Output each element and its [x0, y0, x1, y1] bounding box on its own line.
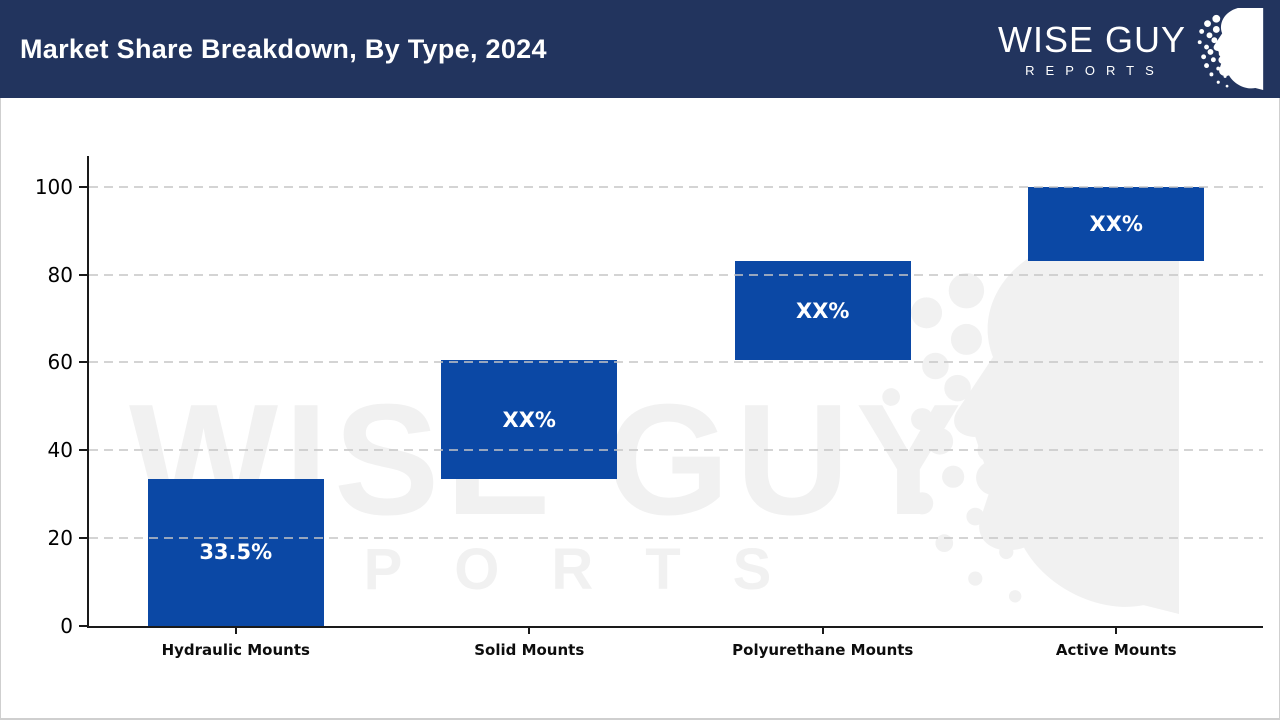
logo-wordmark: WISE GUY — [997, 18, 1186, 60]
bar-value-label: XX% — [796, 298, 850, 323]
y-tick-label: 20 — [47, 526, 73, 551]
y-axis — [87, 156, 89, 626]
wise-guy-logo: WISE GUY REPORTS — [998, 8, 1266, 90]
x-tick-mark — [234, 626, 237, 634]
gridline — [89, 449, 1263, 452]
y-tick-label: 80 — [47, 262, 73, 287]
gridline — [89, 537, 1263, 540]
gridline — [89, 273, 1263, 276]
bar-value-label: XX% — [1089, 212, 1143, 237]
header-bar: Market Share Breakdown, By Type, 2024 WI… — [0, 0, 1280, 98]
plot-area: 0 20 40 60 80 100 33.5% Hydraulic Mounts XX% Soli… — [35, 156, 1263, 659]
chart-area: WISE GUY REPORTS 0 20 40 60 80 100 33.5% Hydrau… — [0, 98, 1280, 720]
y-tick-mark — [79, 625, 87, 627]
x-tick-label: Hydraulic Mounts — [161, 641, 310, 659]
y-tick-mark — [79, 537, 87, 540]
gridline — [89, 185, 1263, 188]
y-tick-label: 60 — [47, 350, 73, 375]
y-tick-mark — [79, 361, 87, 364]
bar-value-label: XX% — [502, 407, 556, 432]
x-tick-mark — [528, 626, 531, 634]
x-axis — [87, 626, 1263, 628]
gridline — [89, 361, 1263, 364]
bar-3: XX% — [734, 261, 911, 361]
logo-face-icon — [1197, 8, 1264, 90]
logo-text: WISE GUY REPORTS — [997, 18, 1186, 78]
page-title: Market Share Breakdown, By Type, 2024 — [20, 33, 547, 64]
y-tick-mark — [79, 273, 87, 276]
bar-4: XX% — [1028, 186, 1205, 262]
logo-subtitle: REPORTS — [1025, 62, 1165, 78]
x-tick-label: Polyurethane Mounts — [732, 641, 914, 659]
x-tick-label: Solid Mounts — [474, 641, 585, 659]
y-tick-label: 0 — [60, 614, 73, 638]
x-tick-mark — [1115, 626, 1118, 634]
bar-2: XX% — [441, 360, 618, 479]
x-tick-label: Active Mounts — [1055, 641, 1177, 659]
bar-value-label: 33.5% — [199, 540, 273, 565]
y-tick-label: 100 — [34, 174, 73, 199]
y-tick-label: 40 — [47, 438, 73, 463]
y-tick-mark — [79, 185, 87, 188]
x-tick-mark — [821, 626, 824, 634]
bar-1: 33.5% — [147, 478, 324, 626]
y-tick-mark — [79, 449, 87, 452]
